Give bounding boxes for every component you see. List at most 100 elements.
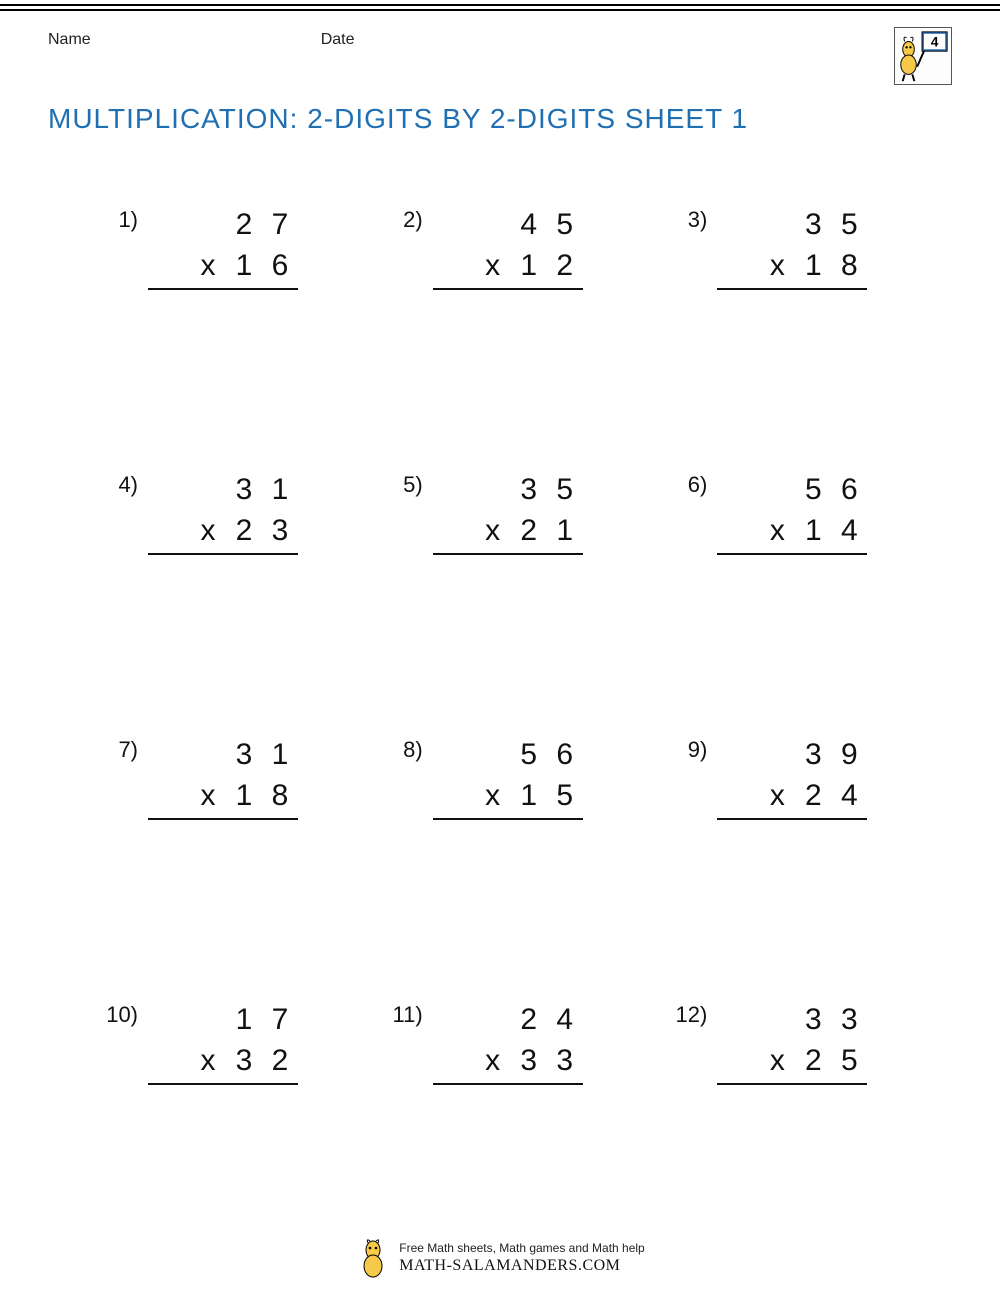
digit: 1 [795, 511, 831, 552]
multiplication-stack: 31x18 [148, 735, 298, 820]
problem-number: 10) [98, 1000, 148, 1028]
digit: 7 [262, 205, 298, 246]
multiplier-row: x18 [148, 776, 298, 817]
digit: 3 [511, 470, 547, 511]
digit: 2 [262, 1041, 298, 1082]
footer: Free Math sheets, Math games and Math he… [0, 1238, 1000, 1278]
multiplication-stack: 24x33 [433, 1000, 583, 1085]
multiplicand-row: 35 [433, 470, 583, 511]
problem-number: 2) [383, 205, 433, 233]
multiplier-row: x23 [148, 511, 298, 552]
problem-number: 8) [383, 735, 433, 763]
digit: 1 [226, 246, 262, 287]
equals-rule [433, 1083, 583, 1085]
multiplicand-row: 35 [717, 205, 867, 246]
worksheet-page: Name Date 4 MULTIPLICATION: 2-DIGITS BY … [0, 11, 1000, 1085]
digit: 3 [831, 1000, 867, 1041]
digit: 2 [547, 246, 583, 287]
multiplicand-row: 56 [717, 470, 867, 511]
problem-number: 5) [383, 470, 433, 498]
problem: 1) 27x16 [98, 205, 343, 290]
digit: 3 [511, 1041, 547, 1082]
digit: 4 [831, 511, 867, 552]
multiplier-row: x16 [148, 246, 298, 287]
problem: 7) 31x18 [98, 735, 343, 820]
operator: x [190, 776, 226, 817]
problem-number: 4) [98, 470, 148, 498]
equals-rule [433, 818, 583, 820]
header-row: Name Date 4 [48, 21, 952, 85]
digit: 5 [831, 1041, 867, 1082]
digit: 3 [795, 205, 831, 246]
multiplicand-row: 45 [433, 205, 583, 246]
multiplier-row: x25 [717, 1041, 867, 1082]
digit: 4 [831, 776, 867, 817]
problem: 5) 35x21 [383, 470, 628, 555]
multiplication-stack: 35x21 [433, 470, 583, 555]
digit: 1 [511, 246, 547, 287]
multiplication-stack: 56x14 [717, 470, 867, 555]
multiplier-row: x14 [717, 511, 867, 552]
digit: 3 [226, 735, 262, 776]
multiplicand-row: 24 [433, 1000, 583, 1041]
multiplication-stack: 17x32 [148, 1000, 298, 1085]
digit: 5 [511, 735, 547, 776]
digit: 4 [547, 1000, 583, 1041]
operator: x [475, 246, 511, 287]
digit: 1 [547, 511, 583, 552]
digit: 5 [547, 470, 583, 511]
operator: x [759, 1041, 795, 1082]
digit: 1 [226, 776, 262, 817]
multiplicand-row: 56 [433, 735, 583, 776]
operator: x [475, 776, 511, 817]
multiplication-stack: 56x15 [433, 735, 583, 820]
multiplication-stack: 39x24 [717, 735, 867, 820]
name-label: Name [48, 31, 91, 49]
multiplicand-row: 33 [717, 1000, 867, 1041]
multiplicand-row: 17 [148, 1000, 298, 1041]
multiplier-row: x15 [433, 776, 583, 817]
digit: 8 [831, 246, 867, 287]
digit: 2 [226, 205, 262, 246]
operator: x [759, 246, 795, 287]
problem-number: 12) [667, 1000, 717, 1028]
digit: 9 [831, 735, 867, 776]
multiplier-row: x33 [433, 1041, 583, 1082]
operator: x [759, 511, 795, 552]
problem: 4) 31x23 [98, 470, 343, 555]
digit: 6 [547, 735, 583, 776]
operator: x [190, 511, 226, 552]
digit: 1 [511, 776, 547, 817]
problem: 12) 33x25 [667, 1000, 912, 1085]
digit: 1 [226, 1000, 262, 1041]
digit: 5 [831, 205, 867, 246]
equals-rule [148, 818, 298, 820]
digit: 3 [226, 470, 262, 511]
top-double-rule [0, 4, 1000, 11]
grade-logo: 4 [894, 27, 952, 85]
digit: 7 [262, 1000, 298, 1041]
multiplication-stack: 35x18 [717, 205, 867, 290]
multiplication-stack: 33x25 [717, 1000, 867, 1085]
digit: 1 [262, 470, 298, 511]
digit: 2 [795, 1041, 831, 1082]
problems-grid: 1) 27x162) 45x123) 35x184) 31x235) 35x21… [48, 205, 952, 1085]
problem: 11) 24x33 [383, 1000, 628, 1085]
multiplicand-row: 27 [148, 205, 298, 246]
multiplication-stack: 27x16 [148, 205, 298, 290]
multiplier-row: x32 [148, 1041, 298, 1082]
multiplier-row: x21 [433, 511, 583, 552]
operator: x [475, 511, 511, 552]
problem-number: 7) [98, 735, 148, 763]
problem: 3) 35x18 [667, 205, 912, 290]
digit: 2 [795, 776, 831, 817]
problem: 8) 56x15 [383, 735, 628, 820]
equals-rule [433, 288, 583, 290]
date-label: Date [321, 31, 355, 49]
equals-rule [148, 288, 298, 290]
digit: 6 [262, 246, 298, 287]
digit: 5 [547, 776, 583, 817]
digit: 3 [795, 1000, 831, 1041]
operator: x [190, 1041, 226, 1082]
problem-number: 1) [98, 205, 148, 233]
